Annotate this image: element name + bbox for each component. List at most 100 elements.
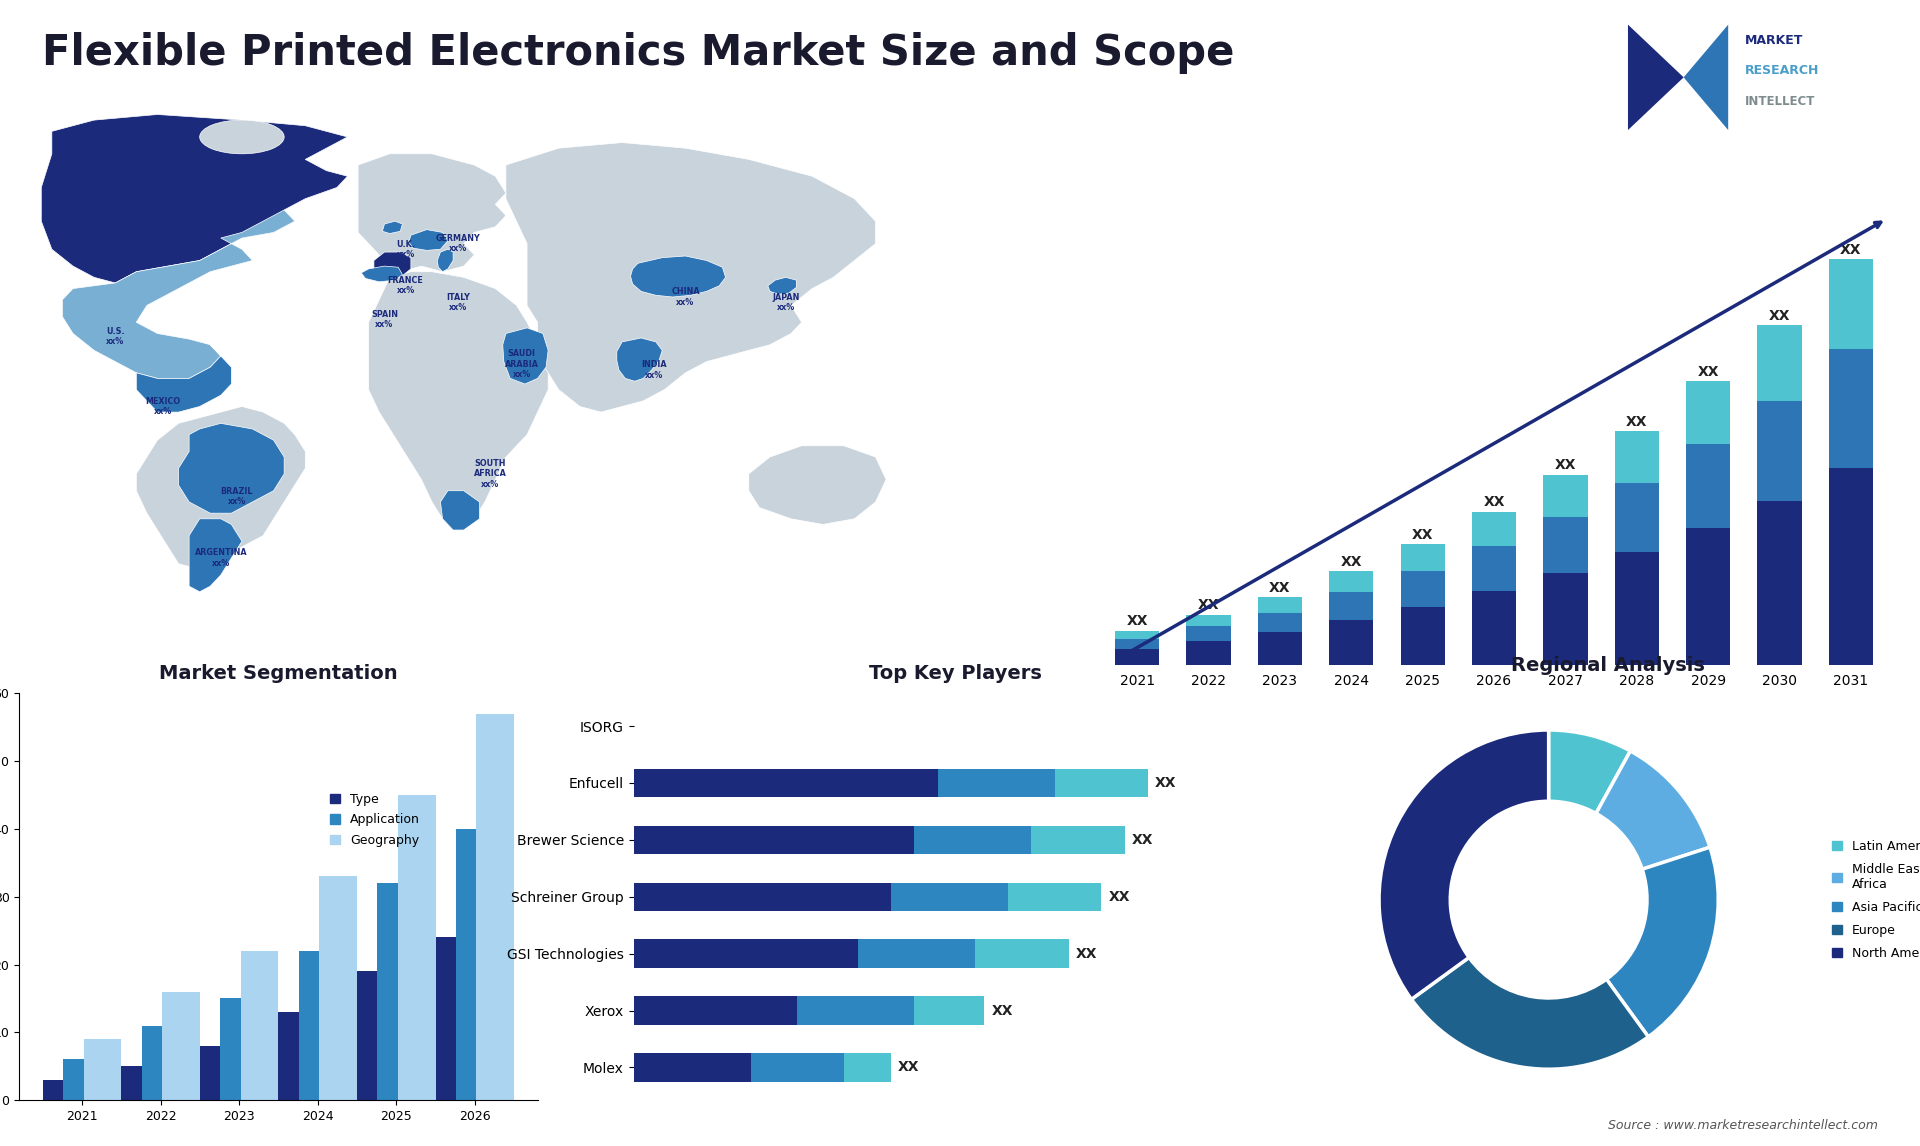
Text: SPAIN
xx%: SPAIN xx% (371, 309, 397, 329)
Bar (1828, 259, 1874, 350)
Bar (278, 1012, 317, 1100)
Bar (1615, 552, 1659, 665)
Bar (142, 1026, 179, 1100)
Bar (1054, 769, 1148, 798)
Text: XX: XX (1198, 598, 1219, 612)
Wedge shape (1596, 751, 1711, 869)
Bar (84, 1039, 121, 1100)
Wedge shape (1549, 730, 1630, 814)
Bar (1187, 614, 1231, 626)
Bar (436, 937, 472, 1100)
Bar (476, 714, 515, 1100)
Bar (221, 998, 257, 1100)
Bar (634, 769, 937, 798)
Bar (319, 877, 357, 1100)
Text: XX: XX (1131, 833, 1154, 847)
Polygon shape (616, 338, 662, 382)
Wedge shape (1607, 847, 1718, 1037)
Polygon shape (361, 266, 403, 282)
Polygon shape (136, 407, 305, 570)
Legend: Type, Application, Geography: Type, Application, Geography (326, 790, 424, 850)
Text: XX: XX (1555, 458, 1576, 472)
Title: Regional Analysis: Regional Analysis (1511, 656, 1705, 675)
Bar (914, 996, 985, 1025)
Bar (1258, 613, 1302, 633)
Bar (1686, 528, 1730, 665)
Bar (300, 951, 336, 1100)
Bar (1116, 649, 1160, 665)
Polygon shape (507, 142, 876, 413)
Bar (1116, 631, 1160, 639)
Bar (858, 940, 975, 968)
Legend: Latin America, Middle East &
Africa, Asia Pacific, Europe, North America: Latin America, Middle East & Africa, Asi… (1828, 834, 1920, 965)
Polygon shape (42, 115, 348, 283)
Bar (634, 940, 858, 968)
Bar (1329, 592, 1373, 620)
Wedge shape (1411, 957, 1649, 1069)
Text: Source : www.marketresearchintellect.com: Source : www.marketresearchintellect.com (1607, 1120, 1878, 1132)
Polygon shape (359, 154, 507, 272)
Text: ITALY
xx%: ITALY xx% (447, 293, 470, 313)
Polygon shape (374, 252, 411, 277)
Bar (1615, 482, 1659, 552)
Text: XX: XX (1127, 614, 1148, 628)
Text: SAUDI
ARABIA
xx%: SAUDI ARABIA xx% (505, 350, 540, 379)
Bar (891, 882, 1008, 911)
Text: CHINA
xx%: CHINA xx% (672, 288, 699, 307)
Text: INTELLECT: INTELLECT (1745, 95, 1814, 108)
Text: XX: XX (991, 1004, 1014, 1018)
Polygon shape (409, 229, 447, 250)
Text: XX: XX (1768, 308, 1789, 323)
Bar (1258, 633, 1302, 665)
Text: U.S.
xx%: U.S. xx% (106, 327, 125, 346)
Wedge shape (1379, 730, 1549, 999)
Circle shape (1450, 801, 1647, 998)
Bar (200, 1046, 238, 1100)
Polygon shape (749, 446, 887, 525)
Bar (42, 1080, 81, 1100)
Text: U.K.
xx%: U.K. xx% (396, 240, 415, 259)
Bar (1757, 501, 1801, 665)
Text: INDIA
xx%: INDIA xx% (641, 360, 666, 379)
Polygon shape (63, 210, 296, 378)
Bar (751, 1053, 845, 1082)
Text: JAPAN
xx%: JAPAN xx% (772, 293, 799, 313)
Bar (378, 884, 415, 1100)
Title: Top Key Players: Top Key Players (868, 665, 1043, 683)
Polygon shape (1628, 25, 1684, 131)
Polygon shape (503, 328, 549, 384)
Bar (914, 825, 1031, 854)
Bar (1757, 325, 1801, 401)
Bar (240, 951, 278, 1100)
Bar (1828, 350, 1874, 469)
Bar (1329, 620, 1373, 665)
Bar (634, 882, 891, 911)
Bar (1187, 641, 1231, 665)
Bar (1473, 545, 1517, 590)
Bar (397, 795, 436, 1100)
Text: XX: XX (1411, 527, 1434, 542)
Title: Market Segmentation: Market Segmentation (159, 665, 397, 683)
Text: GERMANY
xx%: GERMANY xx% (436, 234, 480, 253)
Bar (1828, 469, 1874, 665)
Text: MARKET: MARKET (1745, 34, 1803, 47)
Bar (1031, 825, 1125, 854)
Bar (1544, 517, 1588, 573)
Bar (1544, 474, 1588, 517)
Bar (1116, 639, 1160, 649)
Polygon shape (190, 519, 242, 591)
Text: XX: XX (1108, 889, 1129, 904)
Text: RESEARCH: RESEARCH (1745, 64, 1820, 77)
Bar (1473, 512, 1517, 545)
Bar (1544, 573, 1588, 665)
Bar (357, 972, 396, 1100)
Polygon shape (768, 277, 797, 295)
Bar (1400, 606, 1444, 665)
Bar (634, 1053, 751, 1082)
Polygon shape (382, 221, 403, 234)
Text: BRAZIL
xx%: BRAZIL xx% (221, 487, 253, 507)
Text: XX: XX (1697, 366, 1718, 379)
Polygon shape (440, 490, 480, 529)
Bar (455, 829, 493, 1100)
Bar (634, 996, 797, 1025)
